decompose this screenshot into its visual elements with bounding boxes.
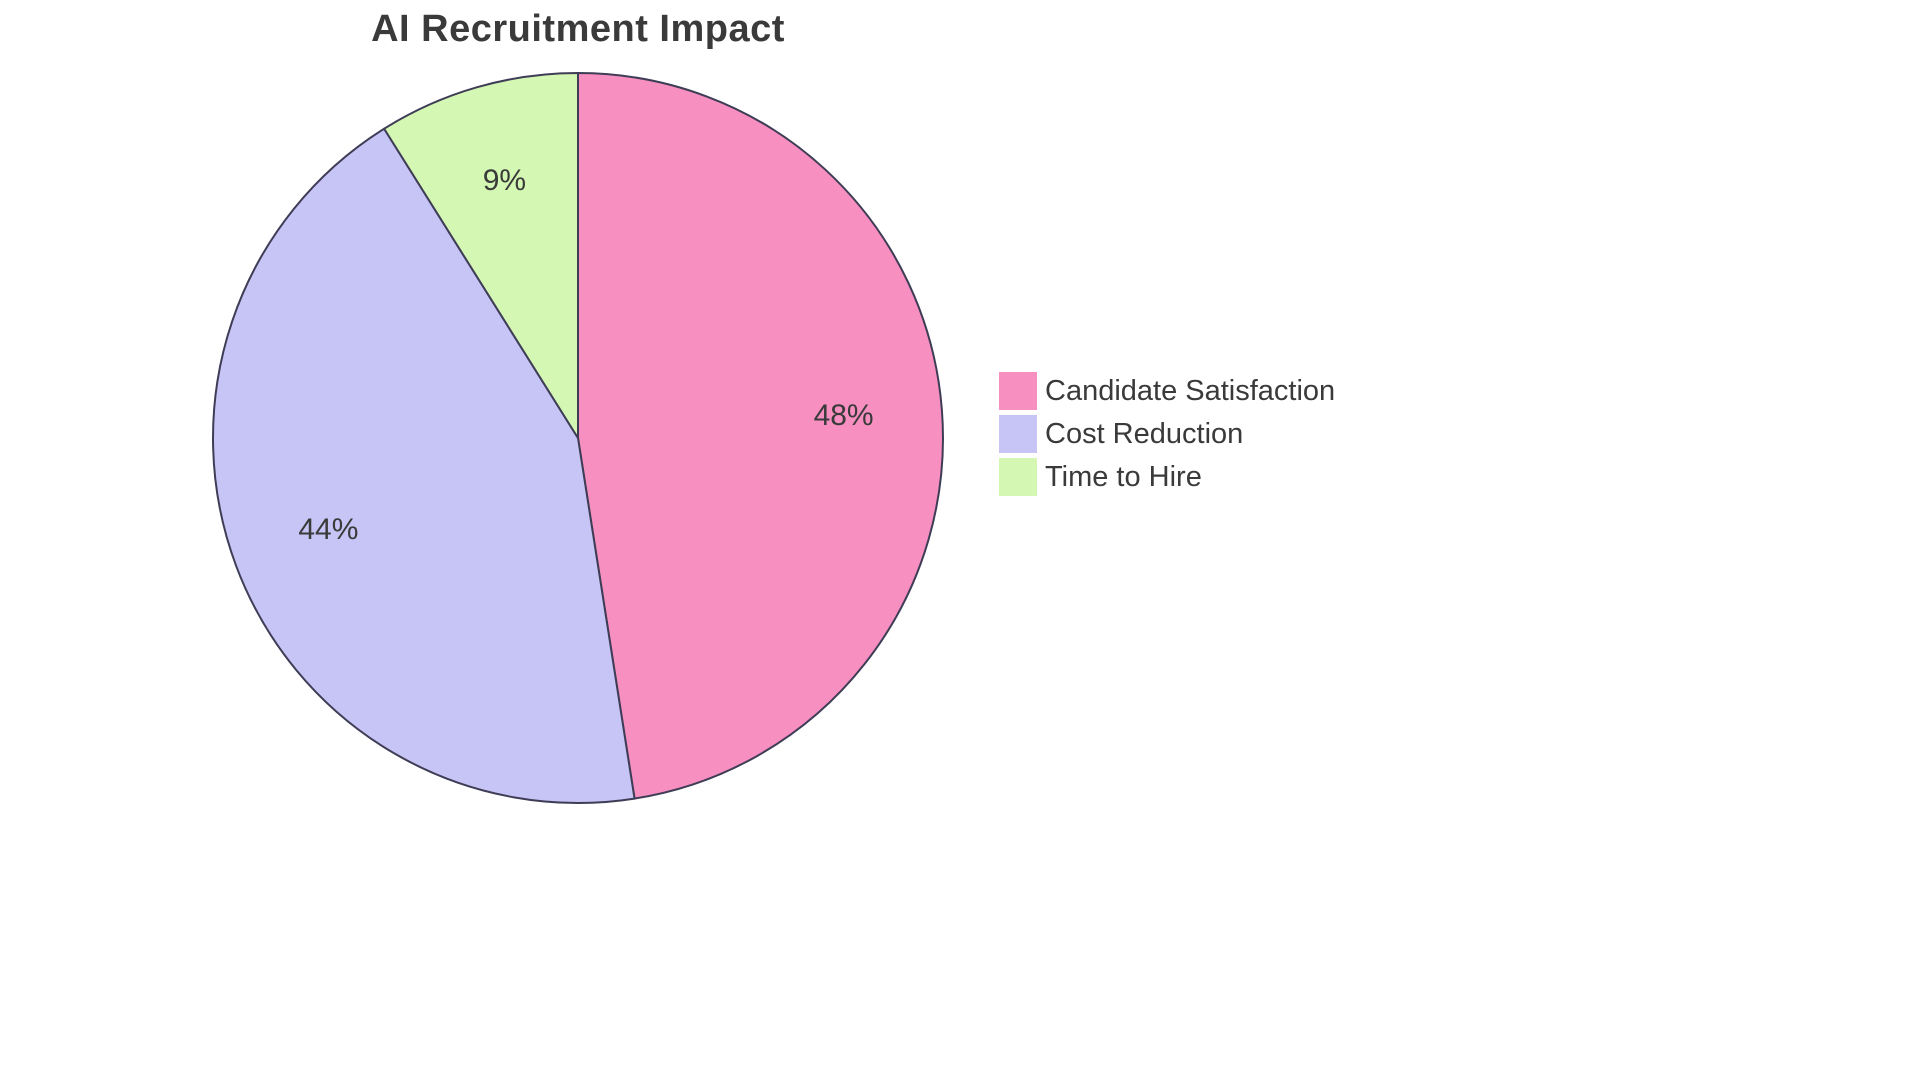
legend-swatch-candidate-satisfaction (999, 372, 1037, 410)
legend-item-time-to-hire: Time to Hire (999, 458, 1335, 496)
pie-slice-value-label: 9% (483, 164, 526, 197)
pie-slice-time-to-hire (383, 72, 579, 439)
pie-slice-value-label: 44% (298, 513, 358, 546)
pie-slice-value-label: 48% (814, 399, 874, 432)
chart-title: AI Recruitment Impact (371, 8, 785, 50)
legend-item-candidate-satisfaction: Candidate Satisfaction (999, 372, 1335, 410)
legend-label-candidate-satisfaction: Candidate Satisfaction (1045, 374, 1336, 407)
pie-slice-cost-reduction (212, 127, 636, 804)
legend-swatch-time-to-hire (999, 458, 1037, 496)
legend-label-time-to-hire: Time to Hire (1045, 460, 1202, 493)
legend-label-cost-reduction: Cost Reduction (1045, 417, 1244, 450)
legend-item-cost-reduction: Cost Reduction (999, 415, 1335, 453)
chart-legend: Candidate Satisfaction Cost Reduction Ti… (999, 372, 1335, 496)
pie-slice-candidate-satisfaction (577, 72, 944, 800)
legend-swatch-cost-reduction (999, 415, 1037, 453)
